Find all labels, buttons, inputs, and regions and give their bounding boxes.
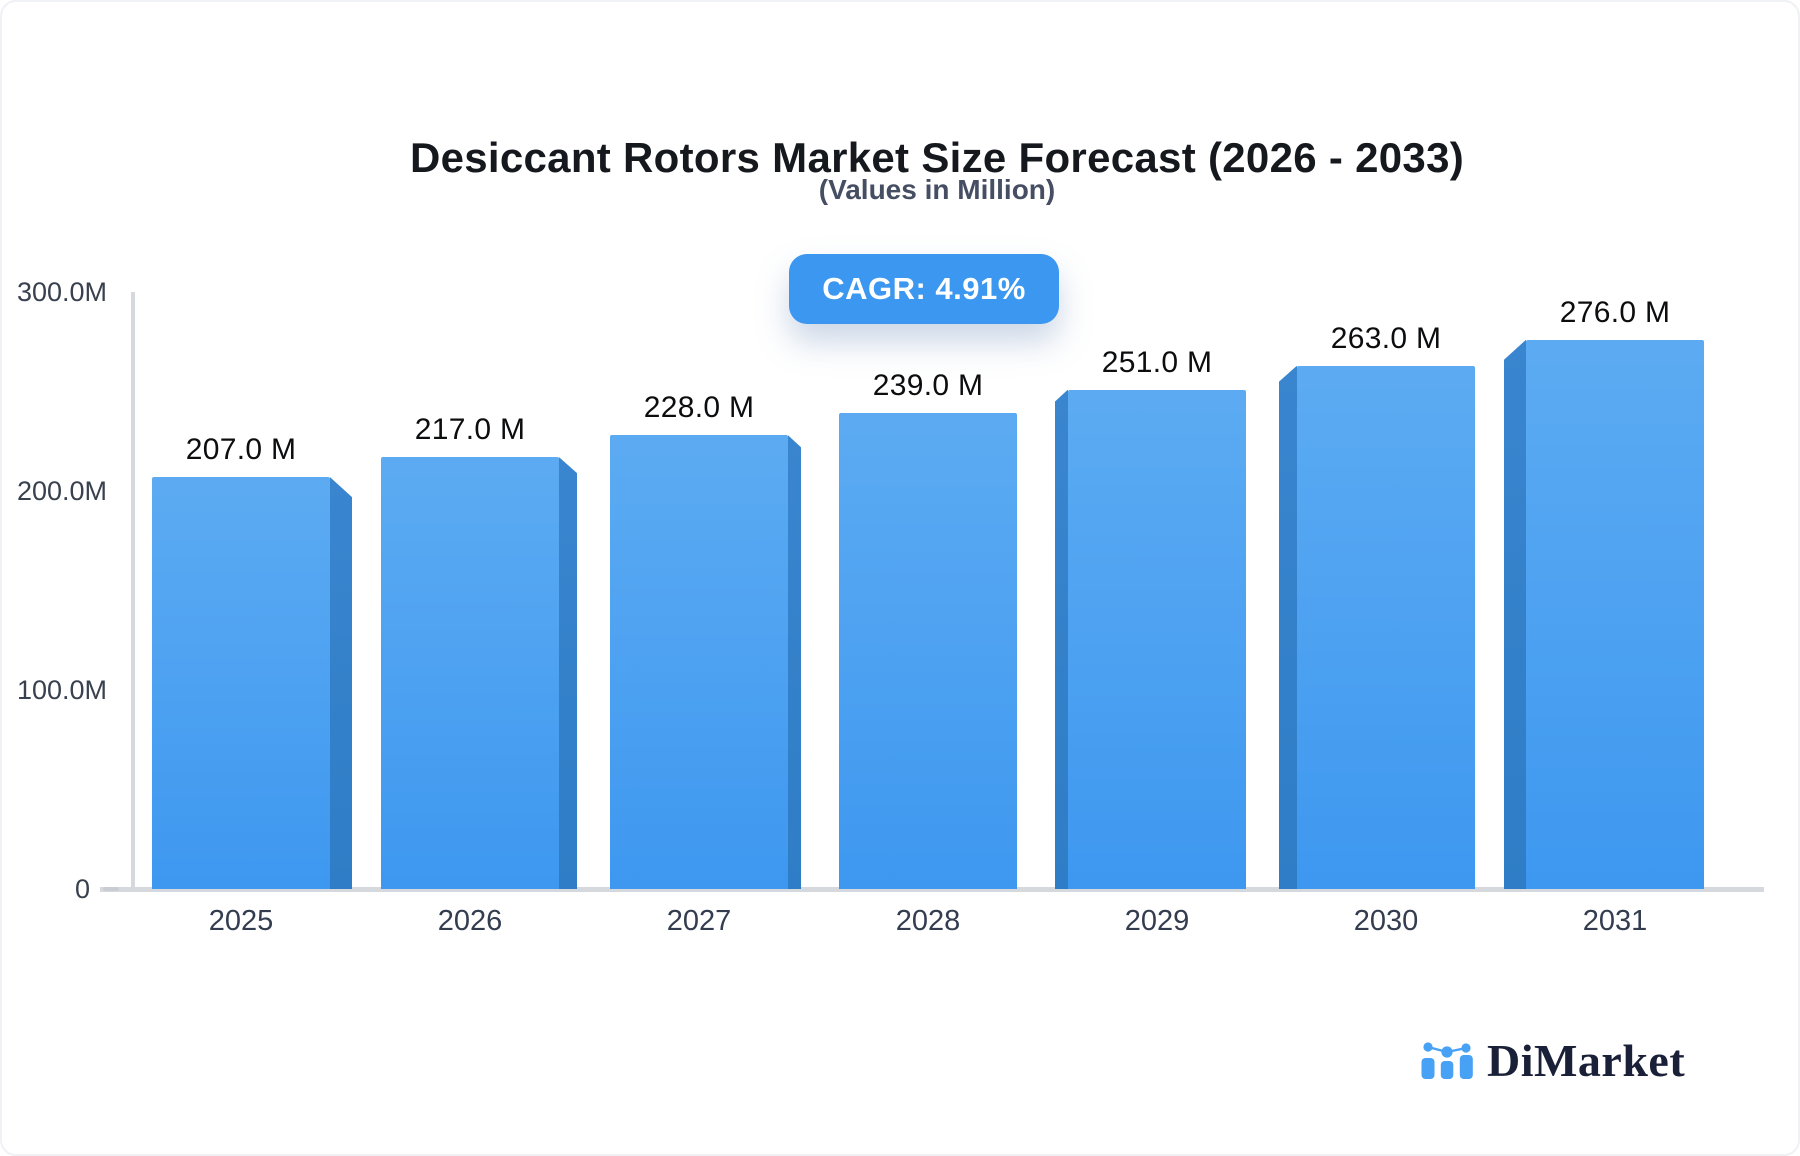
bar-value-label: 276.0 M xyxy=(1559,295,1671,329)
bar-value-label: 207.0 M xyxy=(185,433,297,467)
bar-value-label: 228.0 M xyxy=(643,391,755,425)
bar xyxy=(839,413,1017,889)
x-axis-label: 2025 xyxy=(208,905,274,937)
bar xyxy=(381,457,559,889)
y-axis-line xyxy=(131,292,135,889)
bar-side-face xyxy=(1279,365,1297,889)
x-axis-line xyxy=(100,887,1764,892)
bar-side-face xyxy=(1504,339,1526,889)
x-axis-label: 2027 xyxy=(666,905,732,937)
cagr-badge: CAGR: 4.91% xyxy=(789,254,1059,324)
bar-side-face xyxy=(1055,389,1068,889)
bar xyxy=(152,477,330,889)
bar xyxy=(610,435,788,889)
x-axis-label: 2029 xyxy=(1124,905,1190,937)
cagr-badge-label: CAGR: 4.91% xyxy=(822,271,1026,306)
bar-value-label: 217.0 M xyxy=(414,413,526,447)
y-axis-tick-label: 200.0M xyxy=(16,476,107,506)
logo-text: DiMarket xyxy=(1487,1035,1686,1086)
chart-subtitle: (Values in Million) xyxy=(818,174,1056,205)
x-axis-label: 2026 xyxy=(437,905,503,937)
bar xyxy=(1526,339,1704,889)
y-axis-tick-label: 300.0M xyxy=(16,277,107,307)
bar-side-face xyxy=(330,477,352,889)
zero-tick-mark xyxy=(103,887,119,891)
dimarket-logo: DiMarket xyxy=(1421,1038,1685,1084)
x-axis-label: 2030 xyxy=(1353,905,1419,937)
x-axis-label: 2031 xyxy=(1582,905,1648,937)
bar-value-label: 263.0 M xyxy=(1330,321,1442,355)
y-axis-tick-label: 0 xyxy=(74,874,90,904)
bar-chart-logo-icon xyxy=(1421,1042,1473,1079)
bar-side-face xyxy=(559,457,577,889)
bar xyxy=(1297,365,1475,889)
bar-side-face xyxy=(788,435,801,889)
bar-value-label: 239.0 M xyxy=(872,369,984,403)
chart-title: Desiccant Rotors Market Size Forecast (2… xyxy=(409,134,1465,182)
y-axis-tick-label: 100.0M xyxy=(16,675,107,705)
x-axis-label: 2028 xyxy=(895,905,961,937)
bar xyxy=(1068,389,1246,889)
bar-value-label: 251.0 M xyxy=(1101,345,1213,379)
